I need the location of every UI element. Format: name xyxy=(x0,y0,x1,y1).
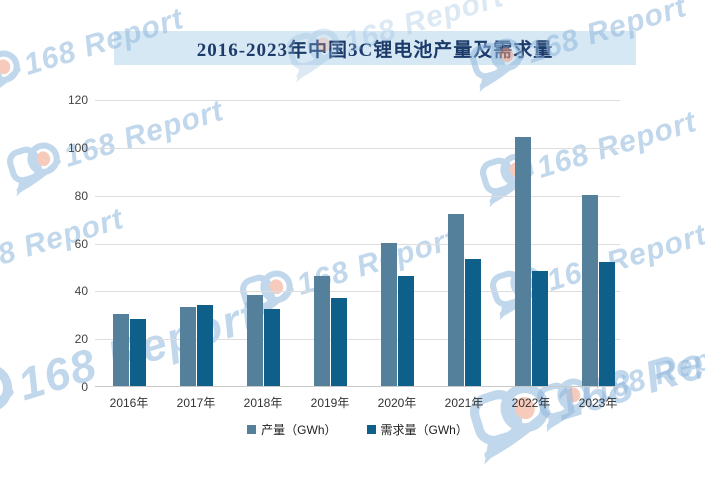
y-axis-tick-label: 80 xyxy=(74,188,88,203)
bar-production xyxy=(180,307,196,386)
legend: 产量（GWh） 需求量（GWh） xyxy=(95,421,620,438)
y-axis-tick-label: 100 xyxy=(67,140,88,155)
bar-demand xyxy=(465,259,481,386)
x-axis-tick-label: 2017年 xyxy=(176,396,216,410)
y-axis-tick-label: 40 xyxy=(74,284,88,299)
chart-title-banner: 2016-2023年中国3C锂电池产量及需求量 xyxy=(114,31,636,65)
y-axis-tick-label: 0 xyxy=(81,380,88,394)
bar-demand xyxy=(331,297,347,386)
y-axis-tick-label: 120 xyxy=(67,93,88,107)
x-axis-tick-label: 2021年 xyxy=(444,396,484,410)
bar-demand xyxy=(264,309,280,386)
legend-swatch xyxy=(247,425,257,434)
bar-production xyxy=(247,295,263,386)
bar-production xyxy=(515,137,531,386)
grid-line xyxy=(95,100,620,101)
bar-demand xyxy=(532,271,548,386)
bar-demand xyxy=(130,319,146,386)
x-axis-tick-label: 2019年 xyxy=(310,396,350,410)
bar-production xyxy=(314,275,330,386)
legend-label: 需求量（GWh） xyxy=(380,423,468,437)
y-axis: 0 20 40 60 80 100 120 xyxy=(38,93,88,394)
chart-title: 2016-2023年中国3C锂电池产量及需求量 xyxy=(196,39,554,61)
bar-production xyxy=(582,194,598,386)
grid-line xyxy=(95,291,620,293)
bar-demand xyxy=(599,261,615,386)
legend-swatch xyxy=(366,425,376,434)
x-axis-tick-label: 2020年 xyxy=(377,396,417,410)
168report-logo-icon xyxy=(0,363,14,439)
bar-production xyxy=(381,242,397,386)
legend-item: 产量（GWh） xyxy=(247,421,337,438)
y-axis-tick-label: 60 xyxy=(74,236,88,251)
x-axis-tick-label: 2016年 xyxy=(109,396,149,410)
bar-demand xyxy=(197,304,213,386)
grid-line xyxy=(95,195,620,197)
x-axis-tick-label: 2023年 xyxy=(578,396,618,410)
168report-logo-icon xyxy=(0,50,21,101)
x-axis-tick-label: 2022年 xyxy=(511,396,551,410)
plot-area xyxy=(95,100,620,387)
grid-line xyxy=(95,243,620,245)
legend-label: 产量（GWh） xyxy=(261,423,337,437)
x-axis: 2016年 2017年 2018年 2019年 2020年 2021年 2022年 2023年 xyxy=(95,394,620,412)
x-axis-line xyxy=(95,386,620,387)
grid-line xyxy=(95,339,620,341)
x-axis-tick-label: 2018年 xyxy=(243,396,283,410)
y-axis-tick-label: 20 xyxy=(74,332,88,347)
bar-demand xyxy=(398,275,414,386)
bar-production xyxy=(448,213,464,386)
bar-production xyxy=(113,314,129,386)
legend-item: 需求量（GWh） xyxy=(366,421,468,438)
grid-line xyxy=(95,147,620,149)
